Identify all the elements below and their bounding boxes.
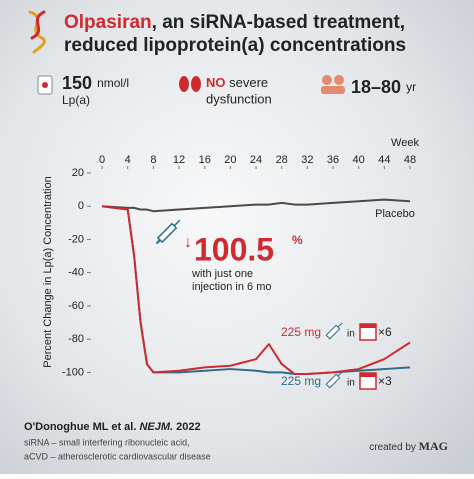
stat-icon-kidney bbox=[179, 76, 201, 92]
y-tick-label: -60 bbox=[68, 300, 84, 312]
syringe-icon bbox=[325, 371, 343, 389]
syringe-icon bbox=[155, 219, 181, 245]
dna-icon bbox=[28, 10, 46, 54]
times-text: ×3 bbox=[378, 374, 392, 388]
arrow: ↓ bbox=[184, 234, 192, 251]
stat-label: Lp(a) bbox=[62, 93, 90, 107]
title-line-2: reduced lipoprotein(a) concentrations bbox=[64, 35, 406, 56]
reduction-value: 100.5 bbox=[194, 231, 274, 267]
stat-label: dysfunction bbox=[206, 91, 272, 106]
y-tick-label: -100 bbox=[62, 366, 84, 378]
stat-text: NO severe bbox=[206, 75, 268, 90]
stat-value: 150 nmol/l bbox=[62, 73, 129, 93]
in-text: in bbox=[347, 378, 355, 389]
x-tick-label: 32 bbox=[301, 154, 313, 166]
citation: O'Donoghue ML et al. NEJM. 2022 bbox=[24, 421, 201, 433]
series-line bbox=[102, 198, 411, 213]
x-tick-label: 20 bbox=[224, 154, 236, 166]
credit: created by MAG bbox=[369, 439, 448, 453]
times-text: ×6 bbox=[378, 325, 392, 339]
x-tick-label: 36 bbox=[327, 154, 339, 166]
x-tick-label: 4 bbox=[125, 154, 131, 166]
x-tick-label: 12 bbox=[173, 154, 185, 166]
stat-value: 18–80 yr bbox=[351, 77, 416, 97]
x-tick-label: 16 bbox=[199, 154, 211, 166]
x-tick-label: 8 bbox=[150, 154, 156, 166]
x-tick-label: 28 bbox=[276, 154, 288, 166]
calendar-icon bbox=[359, 323, 377, 341]
series-line bbox=[101, 205, 411, 376]
reduction-unit: % bbox=[292, 233, 303, 247]
y-tick-label: 0 bbox=[78, 200, 84, 212]
abbreviation: aCVD – atherosclerotic cardiovascular di… bbox=[24, 451, 211, 461]
title-line-1: Olpasiran, an siRNA-based treatment, bbox=[64, 12, 405, 33]
x-axis-label: Week bbox=[391, 137, 419, 149]
note: with just one bbox=[191, 268, 253, 280]
series-label: Placebo bbox=[375, 208, 415, 220]
y-tick-label: -20 bbox=[68, 233, 84, 245]
y-tick-label: -40 bbox=[68, 267, 84, 279]
y-axis-label: Percent Change in Lp(a) Concentration bbox=[42, 176, 54, 367]
stat-icon-blood bbox=[37, 75, 53, 95]
abbreviation: siRNA – small interfering ribonucleic ac… bbox=[24, 437, 190, 447]
x-tick-label: 40 bbox=[353, 154, 365, 166]
y-tick-label: 20 bbox=[72, 167, 84, 179]
calendar-icon bbox=[359, 372, 377, 390]
y-tick-label: -80 bbox=[68, 333, 84, 345]
syringe-icon bbox=[325, 322, 343, 340]
plot: 0 4 8 12 16 20 24 28 32 36 40 44 48200-20-40-60-80-1… bbox=[62, 154, 416, 378]
series-label: 225 mg bbox=[281, 374, 321, 388]
x-tick-label: 24 bbox=[250, 154, 262, 166]
x-tick-label: 44 bbox=[378, 154, 390, 166]
note: injection in 6 mo bbox=[192, 281, 272, 293]
in-text: in bbox=[347, 329, 355, 340]
x-tick-label: 48 bbox=[404, 154, 416, 166]
series-label: 225 mg bbox=[281, 325, 321, 339]
stat-icon-people bbox=[321, 75, 345, 94]
x-tick-label: 0 bbox=[99, 154, 105, 166]
